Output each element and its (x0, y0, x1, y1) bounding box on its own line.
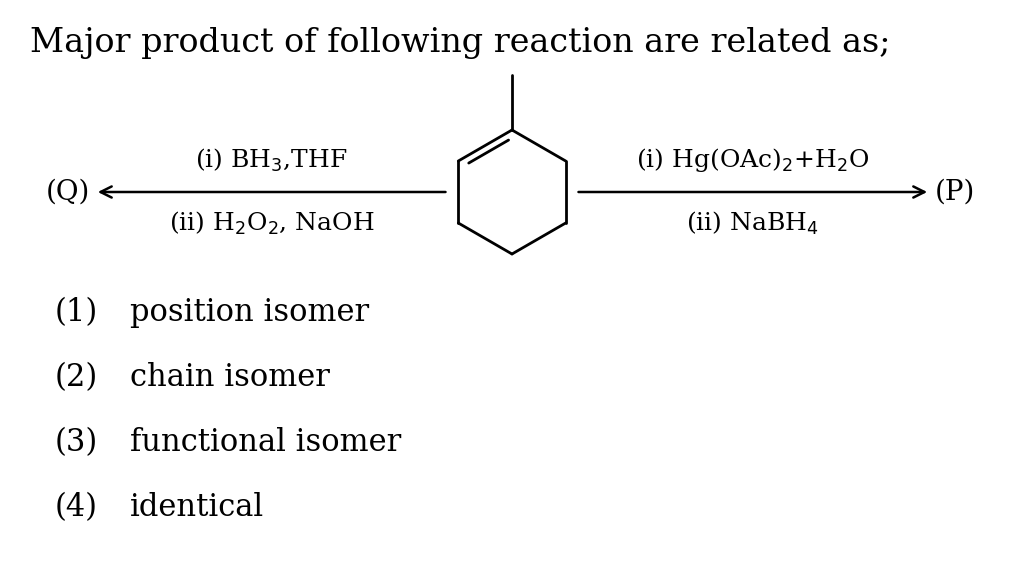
Text: (ii) H$_2$O$_2$, NaOH: (ii) H$_2$O$_2$, NaOH (169, 210, 375, 237)
Text: (1): (1) (55, 297, 98, 328)
Text: (2): (2) (55, 362, 98, 393)
Text: (3): (3) (55, 427, 98, 458)
Text: functional isomer: functional isomer (130, 427, 401, 458)
Text: position isomer: position isomer (130, 297, 369, 328)
Text: (i) Hg(OAc)$_2$+H$_2$O: (i) Hg(OAc)$_2$+H$_2$O (636, 146, 869, 174)
Text: (ii) NaBH$_4$: (ii) NaBH$_4$ (686, 210, 819, 237)
Text: (4): (4) (55, 492, 98, 523)
Text: Major product of following reaction are related as;: Major product of following reaction are … (30, 27, 891, 59)
Text: identical: identical (130, 492, 264, 523)
Text: (P): (P) (935, 179, 976, 205)
Text: chain isomer: chain isomer (130, 362, 330, 393)
Text: (Q): (Q) (46, 179, 90, 205)
Text: (i) BH$_3$,THF: (i) BH$_3$,THF (196, 147, 348, 174)
